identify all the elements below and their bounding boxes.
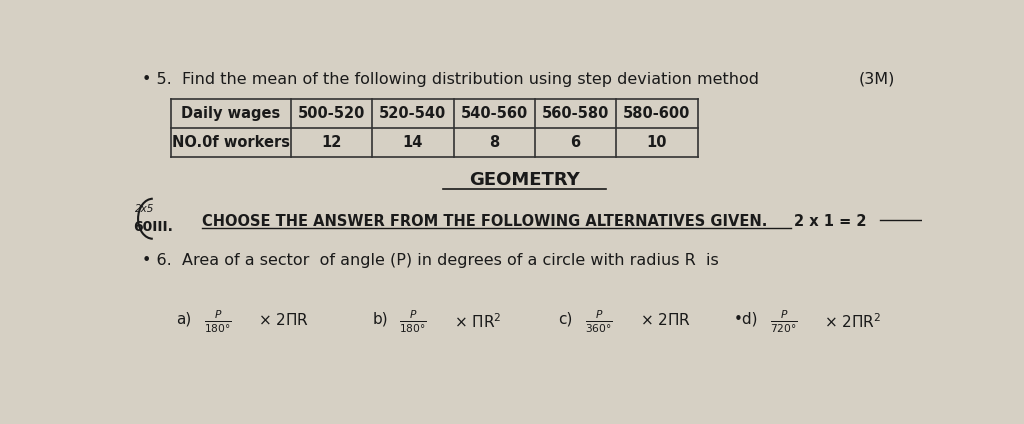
Text: 580-600: 580-600 — [624, 106, 690, 121]
Text: 12: 12 — [322, 135, 342, 150]
Text: 14: 14 — [402, 135, 423, 150]
Text: 520-540: 520-540 — [379, 106, 446, 121]
Text: 8: 8 — [489, 135, 500, 150]
Text: $\times$ 2$\Pi$R: $\times$ 2$\Pi$R — [258, 312, 309, 328]
Text: 6: 6 — [570, 135, 581, 150]
Text: 10: 10 — [647, 135, 668, 150]
Text: $\times$ 2$\Pi$R$^2$: $\times$ 2$\Pi$R$^2$ — [824, 312, 882, 331]
Text: Daily wages: Daily wages — [181, 106, 281, 121]
Text: $\frac{P}{720°}$: $\frac{P}{720°}$ — [770, 309, 798, 335]
Text: $\times$ $\Pi$R$^2$: $\times$ $\Pi$R$^2$ — [454, 312, 501, 331]
Text: •d): •d) — [734, 312, 759, 327]
Text: $\frac{P}{180°}$: $\frac{P}{180°}$ — [399, 309, 427, 335]
Text: CHOOSE THE ANSWER FROM THE FOLLOWING ALTERNATIVES GIVEN.: CHOOSE THE ANSWER FROM THE FOLLOWING ALT… — [202, 214, 767, 229]
Text: GEOMETRY: GEOMETRY — [469, 171, 581, 189]
Text: $\frac{P}{180°}$: $\frac{P}{180°}$ — [204, 309, 231, 335]
Text: $\times$ 2$\Pi$R: $\times$ 2$\Pi$R — [640, 312, 690, 328]
Text: 540-560: 540-560 — [461, 106, 527, 121]
Text: NO.0f workers: NO.0f workers — [172, 135, 290, 150]
Text: 2 x 1 = 2: 2 x 1 = 2 — [795, 214, 867, 229]
Text: 500-520: 500-520 — [298, 106, 366, 121]
Text: a): a) — [176, 312, 191, 327]
Text: 560-580: 560-580 — [542, 106, 609, 121]
Text: 60III.: 60III. — [133, 220, 172, 234]
Text: • 5.  Find the mean of the following distribution using step deviation method: • 5. Find the mean of the following dist… — [142, 72, 759, 86]
Text: b): b) — [372, 312, 388, 327]
Text: (3M): (3M) — [859, 72, 895, 86]
Text: c): c) — [558, 312, 572, 327]
Text: $\frac{P}{360°}$: $\frac{P}{360°}$ — [586, 309, 613, 335]
Text: • 6.  Area of a sector  of angle (P) in degrees of a circle with radius R  is: • 6. Area of a sector of angle (P) in de… — [142, 253, 719, 268]
Text: 2x5: 2x5 — [135, 204, 155, 214]
